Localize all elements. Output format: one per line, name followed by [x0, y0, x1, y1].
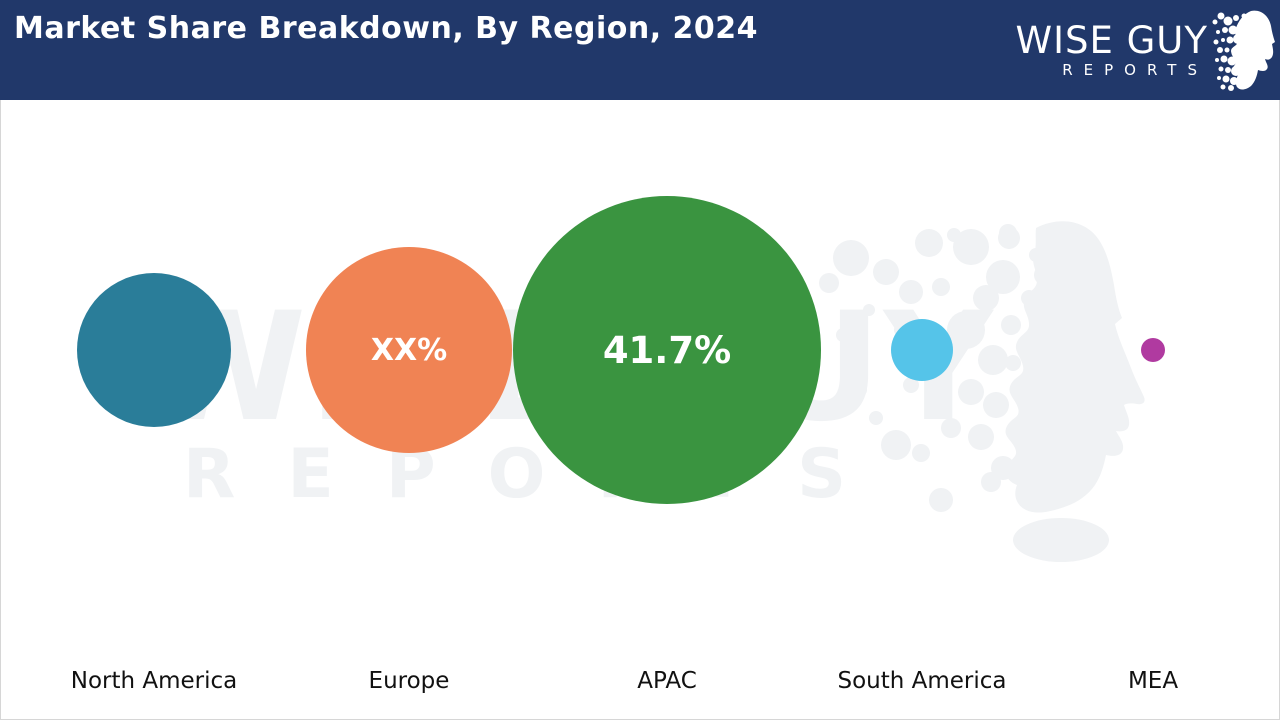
bubble-mea — [1141, 338, 1165, 362]
bubble-apac: 41.7% — [513, 196, 821, 504]
bubble-value-label: 41.7% — [602, 328, 732, 372]
category-label-north-america: North America — [70, 668, 238, 694]
category-label-south-america: South America — [837, 668, 1007, 694]
page-title: Market Share Breakdown, By Region, 2024 — [14, 11, 759, 46]
category-label-apac: APAC — [637, 668, 697, 694]
chart-area: WISE GUY REPORTS XX%41.7% North AmericaE… — [0, 100, 1280, 720]
bubble-south-america — [891, 319, 953, 381]
watermark-face — [819, 221, 1145, 562]
brand-logo: WISE GUY REPORTS — [1016, 6, 1276, 94]
bubble-europe: XX% — [306, 247, 512, 453]
header-bar: Market Share Breakdown, By Region, 2024 … — [0, 0, 1280, 100]
category-label-mea: MEA — [1127, 668, 1179, 694]
brand-name: WISE GUY — [1015, 19, 1208, 62]
bubble-value-label: XX% — [370, 332, 448, 368]
bubble-north-america — [77, 273, 231, 427]
category-label-europe: Europe — [368, 668, 450, 694]
brand-subtitle: REPORTS — [1062, 61, 1208, 79]
brand-face-icon — [1212, 10, 1275, 91]
